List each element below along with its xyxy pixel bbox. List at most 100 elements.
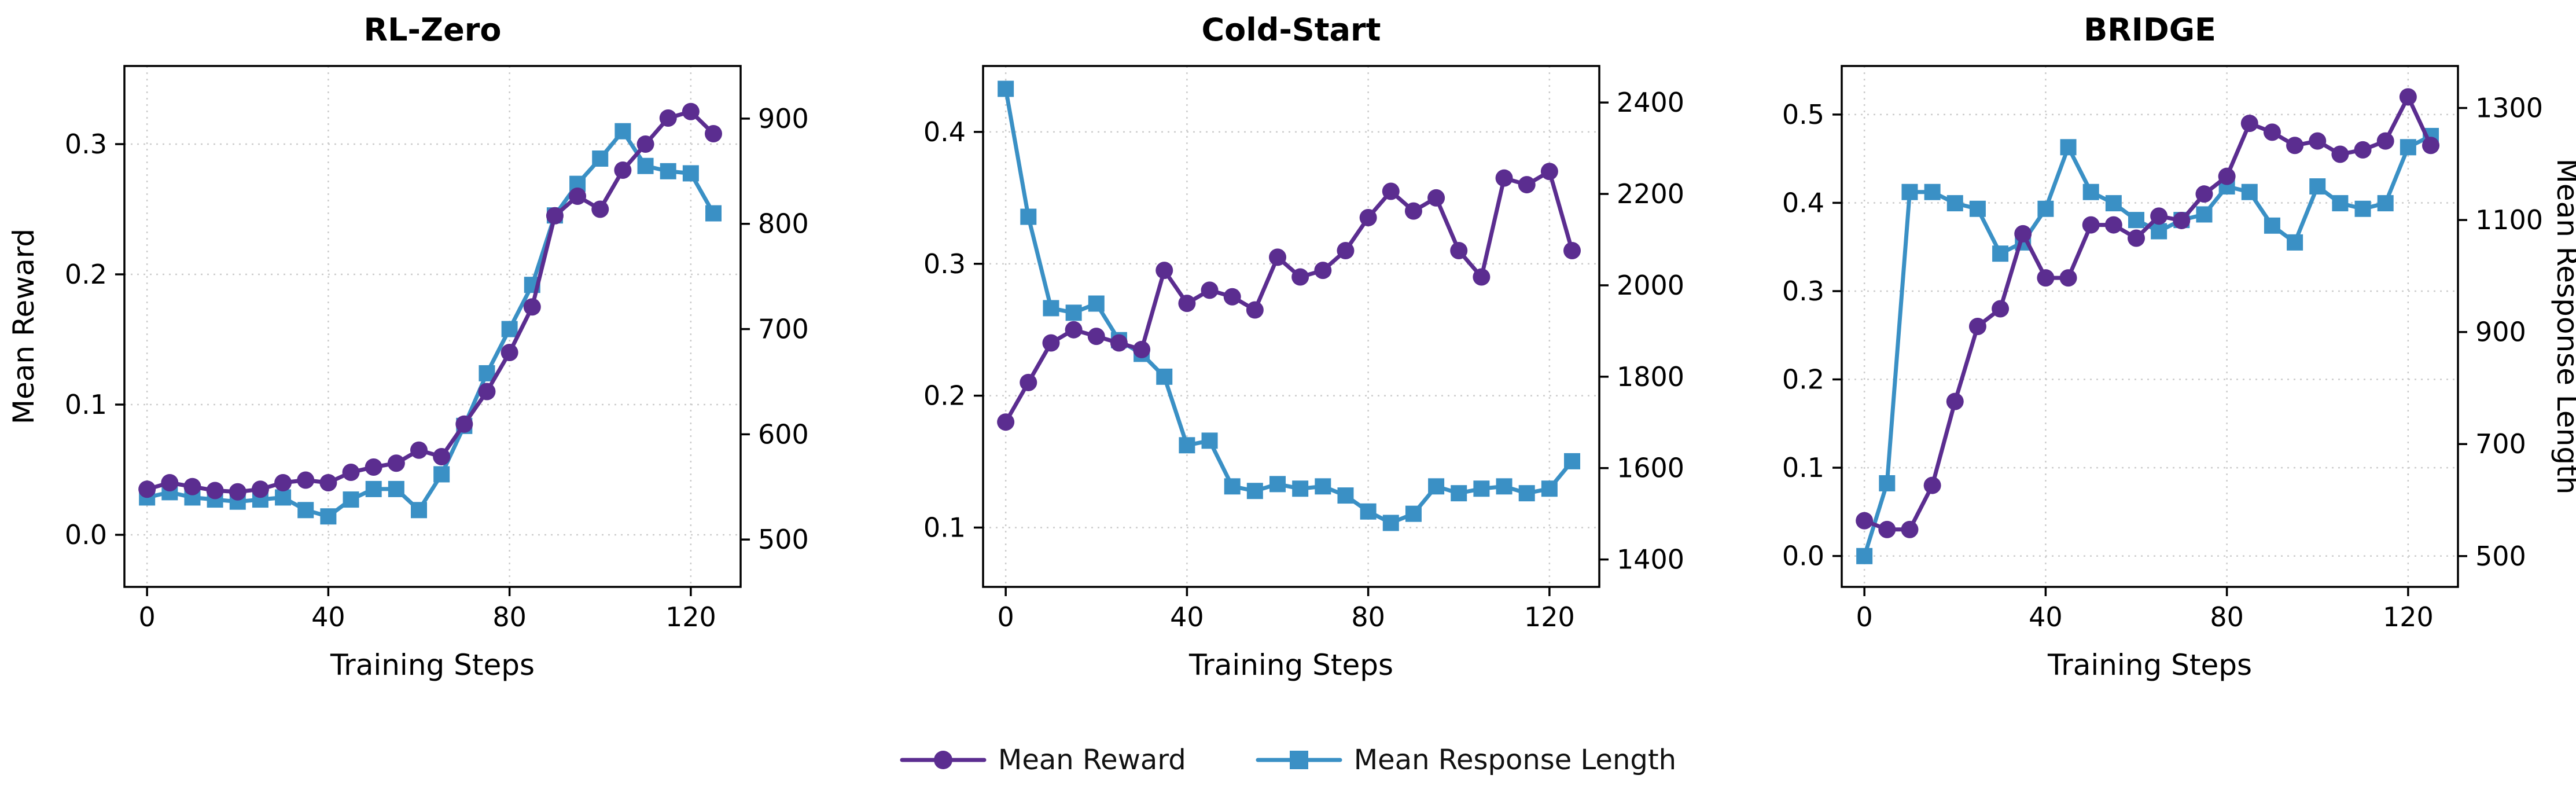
- marker-square: [1315, 478, 1331, 495]
- marker-square: [1337, 487, 1354, 504]
- marker-square: [433, 466, 450, 483]
- marker-square: [1360, 503, 1377, 520]
- marker-circle: [183, 478, 201, 495]
- marker-square: [1518, 485, 1535, 502]
- legend-item-mean-response-length: Mean Response Length: [1256, 744, 1676, 776]
- marker-square: [1088, 295, 1105, 312]
- marker-circle: [2422, 137, 2440, 155]
- chart-title: Cold-Start: [1202, 12, 1381, 48]
- marker-circle: [501, 344, 518, 361]
- marker-square: [1246, 483, 1263, 500]
- marker-circle: [319, 474, 337, 491]
- marker-square: [1879, 475, 1896, 491]
- right-tick-label: 2200: [1617, 178, 1684, 210]
- right-tick-label: 1800: [1617, 361, 1684, 392]
- legend-item-mean-reward: Mean Reward: [900, 744, 1186, 776]
- left-tick-label: 0.4: [1782, 187, 1824, 218]
- marker-square: [1405, 505, 1422, 522]
- left-tick-label: 0.2: [65, 259, 107, 290]
- right-tick-label: 700: [2475, 428, 2526, 460]
- marker-square: [1020, 208, 1037, 225]
- left-tick-label: 0.2: [1782, 364, 1824, 395]
- left-axis-label: Mean Reward: [7, 229, 41, 424]
- marker-square: [501, 321, 518, 337]
- marker-square: [2151, 223, 2167, 240]
- marker-square: [1564, 453, 1581, 469]
- marker-square: [998, 80, 1014, 97]
- marker-circle: [1223, 288, 1241, 306]
- marker-circle: [2354, 141, 2372, 159]
- marker-square: [1496, 478, 1513, 495]
- right-tick-label: 500: [758, 524, 809, 555]
- marker-circle: [2399, 88, 2417, 106]
- marker-square: [2082, 183, 2099, 200]
- marker-circle: [2331, 145, 2349, 163]
- marker-square: [2377, 195, 2394, 212]
- marker-circle: [1087, 328, 1105, 346]
- marker-square: [411, 502, 428, 519]
- marker-circle: [1946, 392, 1964, 410]
- x-tick-label: 80: [2210, 601, 2244, 633]
- marker-circle: [2240, 115, 2258, 133]
- x-axis-label: Training Steps: [1188, 648, 1393, 682]
- right-tick-label: 500: [2475, 541, 2526, 572]
- left-tick-label: 0.0: [65, 519, 107, 550]
- x-tick-label: 120: [1524, 601, 1575, 633]
- x-tick-label: 0: [1856, 601, 1873, 633]
- marker-square: [1451, 485, 1467, 502]
- x-tick-label: 120: [2383, 601, 2434, 633]
- marker-square: [1992, 245, 2009, 262]
- left-tick-label: 0.3: [1782, 276, 1824, 307]
- marker-circle: [523, 298, 541, 316]
- axes-frame: [123, 65, 742, 588]
- marker-square: [1201, 432, 1218, 449]
- marker-circle: [1450, 241, 1468, 259]
- axes-frame: [982, 65, 1600, 588]
- legend-marker-square-icon: [1256, 751, 1342, 769]
- legend-label-mean-response-length: Mean Response Length: [1353, 744, 1677, 776]
- marker-circle: [1201, 281, 1219, 299]
- marker-square: [660, 163, 676, 179]
- marker-circle: [2082, 216, 2100, 234]
- right-tick-label: 800: [758, 208, 809, 240]
- marker-circle: [1968, 318, 1986, 335]
- marker-square: [1856, 548, 1873, 564]
- x-tick-label: 80: [492, 601, 527, 633]
- series-line-mean-response-length: [145, 129, 716, 519]
- right-tick-label: 900: [2475, 317, 2526, 348]
- marker-square: [1473, 480, 1490, 497]
- legend-label-mean-reward: Mean Reward: [998, 744, 1186, 776]
- marker-square: [1224, 478, 1241, 495]
- marker-circle: [274, 474, 292, 491]
- marker-circle: [206, 482, 224, 500]
- right-tick-label: 1400: [1617, 544, 1684, 575]
- chart-rl-zero: 0 40 80 120 0.0 0.1 0.2 0.3 500 600 700 800 900 RL-Ze…: [7, 12, 809, 682]
- x-tick-label: 40: [1170, 601, 1204, 633]
- marker-circle: [682, 102, 700, 120]
- marker-circle: [2376, 132, 2394, 150]
- marker-circle: [2059, 269, 2077, 287]
- marker-circle: [1856, 512, 1874, 530]
- axes-frame: [1841, 65, 2459, 588]
- chart-title: BRIDGE: [2084, 12, 2216, 48]
- marker-circle: [636, 135, 654, 153]
- marker-circle: [478, 383, 496, 401]
- marker-square: [1156, 368, 1173, 385]
- legend-square: [1289, 751, 1308, 769]
- marker-circle: [229, 483, 246, 501]
- marker-square: [2354, 200, 2371, 217]
- marker-square: [2105, 195, 2122, 212]
- marker-square: [2196, 206, 2213, 223]
- x-tick-label: 40: [311, 601, 345, 633]
- marker-square: [1065, 304, 1082, 321]
- marker-square: [275, 489, 292, 506]
- right-tick-label: 1300: [2475, 93, 2543, 124]
- left-tick-label: 0.5: [1782, 99, 1824, 130]
- marker-circle: [138, 480, 156, 498]
- legend-circle: [933, 751, 952, 769]
- chart-bridge: 0 40 80 120 0.0 0.1 0.2 0.3 0.4 0.5 500 700 900 1100 1…: [1782, 12, 2576, 682]
- marker-square: [1382, 515, 1399, 531]
- left-tick-label: 0.2: [923, 380, 966, 412]
- marker-square: [388, 480, 404, 497]
